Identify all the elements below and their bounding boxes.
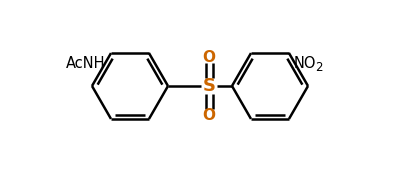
Text: AcNH: AcNH bbox=[65, 56, 105, 71]
Text: NO: NO bbox=[294, 56, 316, 71]
Text: O: O bbox=[202, 49, 215, 65]
Text: O: O bbox=[202, 107, 215, 122]
Text: 2: 2 bbox=[315, 61, 323, 74]
Text: S: S bbox=[202, 77, 215, 95]
